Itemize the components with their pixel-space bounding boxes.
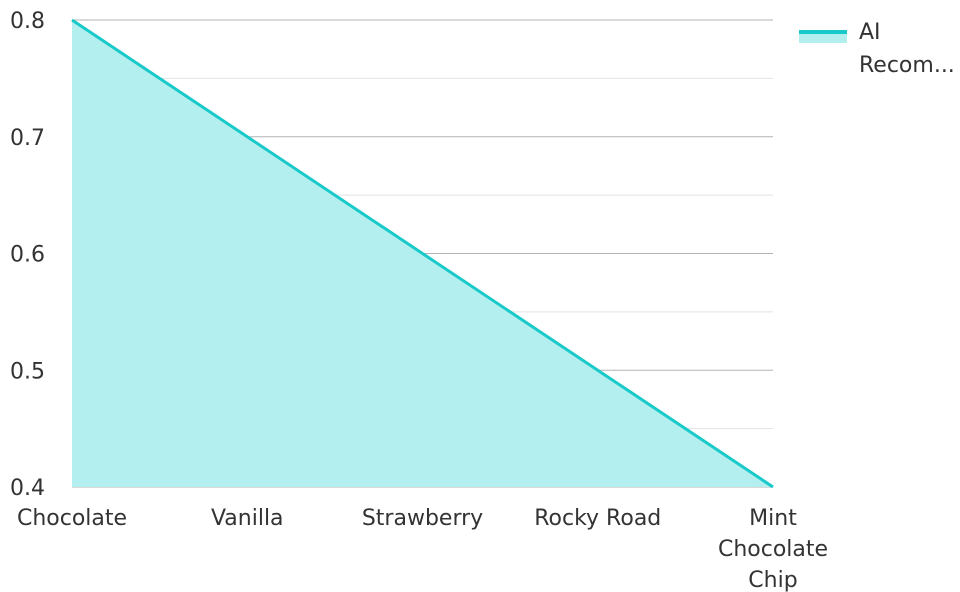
y-tick-label: 0.6 <box>10 243 45 268</box>
y-tick-label: 0.4 <box>10 476 45 501</box>
legend-label: AI Recom... <box>859 20 955 78</box>
y-tick-label: 0.5 <box>10 359 45 384</box>
x-tick-label: Rocky Road <box>534 506 661 531</box>
x-tick-label: Mint Chocolate Chip <box>718 506 828 592</box>
y-axis-tick-labels: 0.4 0.5 0.6 0.7 0.8 <box>10 9 45 501</box>
series-line <box>71 18 774 489</box>
x-tick-label: Strawberry <box>362 506 483 531</box>
x-axis-tick-labels: Chocolate Vanilla Strawberry Rocky Road Mint… <box>17 506 828 592</box>
legend: AI Recom... <box>799 20 955 78</box>
y-tick-label: 0.8 <box>10 9 45 34</box>
x-tick-label: Vanilla <box>211 506 284 531</box>
x-tick-label: Chocolate <box>17 506 127 531</box>
y-tick-label: 0.7 <box>10 126 45 151</box>
